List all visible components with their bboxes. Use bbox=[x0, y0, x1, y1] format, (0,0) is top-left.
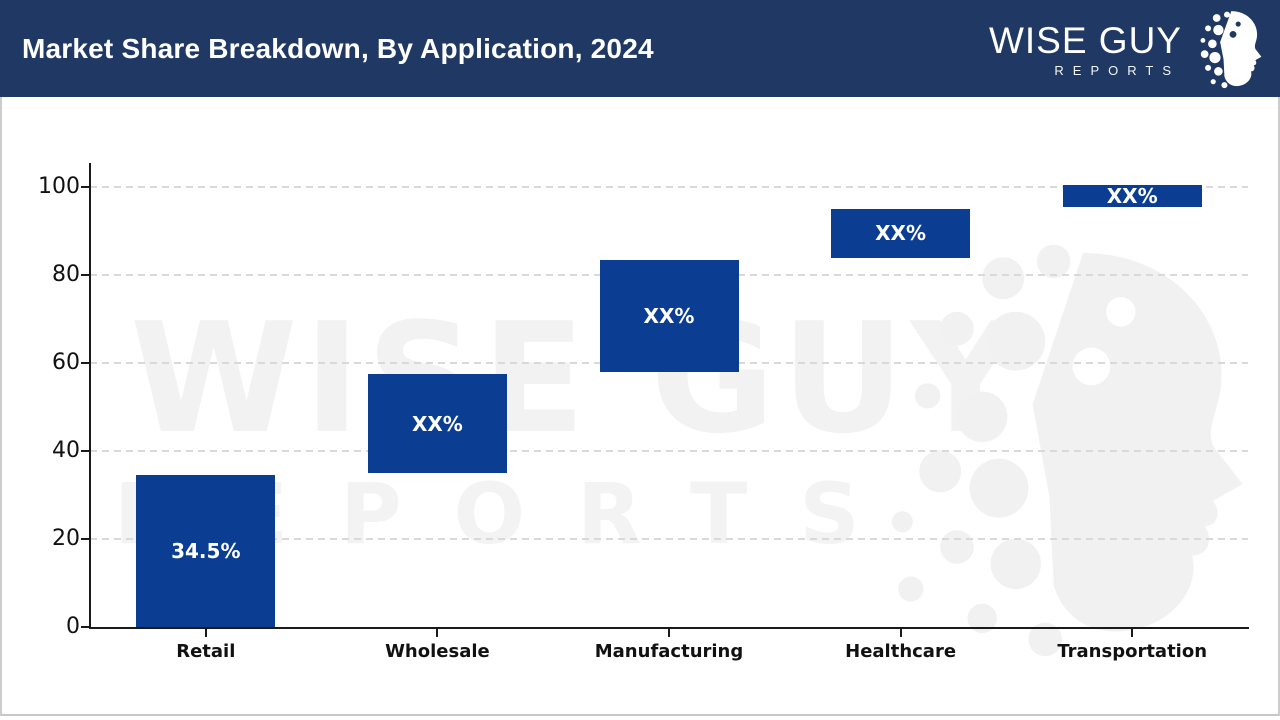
x-tick-label: Wholesale bbox=[385, 641, 490, 662]
logo-text: WISE GUY REPORTS bbox=[988, 19, 1182, 78]
bar-segment-wholesale: XX% bbox=[367, 374, 507, 474]
x-tick-label: Retail bbox=[176, 641, 236, 662]
header-band: Market Share Breakdown, By Application, … bbox=[0, 0, 1280, 97]
bar-segment-healthcare: XX% bbox=[831, 209, 971, 258]
x-tick-mark bbox=[1131, 629, 1134, 637]
bar-value-label: XX% bbox=[875, 221, 927, 246]
bar-segment-manufacturing: XX% bbox=[599, 259, 739, 372]
chart-title: Market Share Breakdown, By Application, … bbox=[22, 32, 654, 64]
wiseguy-logo: WISE GUY REPORTS bbox=[989, 4, 1270, 94]
y-tick-label: 80 bbox=[52, 262, 80, 288]
y-tick-mark bbox=[81, 450, 89, 453]
chart-card: WISE GUY REPORTS 0 20 40 60 80 100 34.5% Retail… bbox=[0, 97, 1280, 716]
x-tick-label: Manufacturing bbox=[594, 641, 744, 662]
logo-subtitle: REPORTS bbox=[1054, 62, 1180, 78]
gridline bbox=[90, 450, 1248, 453]
x-tick-mark bbox=[899, 629, 902, 637]
gridline bbox=[90, 186, 1248, 189]
bar-value-label: XX% bbox=[411, 411, 463, 436]
bar-value-label: 34.5% bbox=[171, 539, 241, 564]
watermark-face-icon bbox=[891, 244, 1243, 657]
logo-face-icon bbox=[1200, 11, 1262, 89]
bar-value-label: XX% bbox=[1106, 183, 1158, 208]
y-tick-label: 100 bbox=[38, 174, 80, 200]
y-tick-label: 40 bbox=[52, 438, 80, 464]
logo-wordmark: WISE GUY bbox=[988, 19, 1182, 61]
bar-segment-transportation: XX% bbox=[1062, 183, 1202, 208]
y-tick-label: 0 bbox=[66, 614, 80, 639]
x-axis-spine bbox=[89, 627, 1249, 629]
y-tick-mark bbox=[81, 274, 89, 277]
watermark-wordmark: WISE GUY bbox=[130, 290, 1027, 467]
x-tick-mark bbox=[204, 629, 207, 637]
y-tick-mark bbox=[81, 626, 89, 628]
gridline bbox=[90, 538, 1248, 541]
bar-value-label: XX% bbox=[643, 303, 695, 328]
x-tick-label: Transportation bbox=[1057, 641, 1208, 662]
y-tick-mark bbox=[81, 538, 89, 541]
y-tick-mark bbox=[81, 186, 89, 189]
x-tick-mark bbox=[436, 629, 439, 637]
x-tick-mark bbox=[668, 629, 670, 637]
y-tick-mark bbox=[81, 362, 89, 365]
bar-segment-retail: 34.5% bbox=[136, 475, 276, 627]
y-axis-spine bbox=[89, 163, 91, 629]
x-tick-label: Healthcare bbox=[845, 641, 957, 662]
y-tick-label: 60 bbox=[52, 350, 80, 376]
y-tick-label: 20 bbox=[52, 526, 80, 552]
